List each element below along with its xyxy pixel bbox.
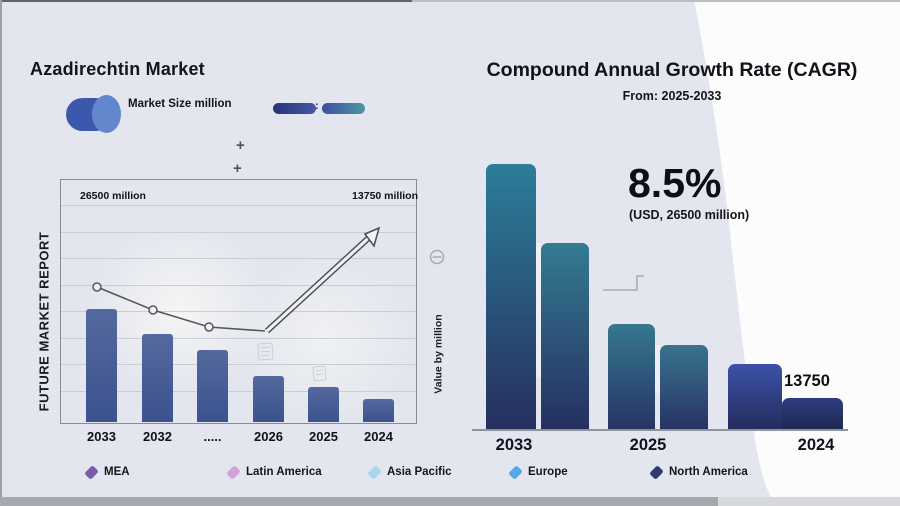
ratio-separator: : — [315, 100, 319, 112]
x-label-2026: 2026 — [254, 429, 283, 444]
plus-mark-top: + — [236, 137, 245, 154]
legend-item-asia-pacific: Asia Pacific — [367, 464, 452, 480]
ratio-pill-left — [273, 103, 316, 114]
x-label-2025: 2025 — [309, 429, 338, 444]
legend-item-europe: Europe — [508, 464, 568, 480]
gridline — [61, 232, 416, 233]
legend-label: MEA — [104, 466, 130, 478]
x-label-2033: 2033 — [87, 429, 116, 444]
trend-line — [96, 286, 266, 332]
right-panel-title: Compound Annual Growth Rate (CAGR) — [486, 59, 858, 81]
market-size-label: Market Size million — [128, 98, 232, 110]
bar-2025-1 — [608, 324, 655, 430]
bar-..... — [197, 350, 228, 422]
cagr-basis: (USD, 26500 million) — [629, 208, 750, 222]
left-chart-annotation-2033: 26500 million — [80, 190, 146, 202]
frame-bottom-strip-light — [718, 497, 900, 506]
bar-2033 — [86, 309, 117, 422]
trend-marker — [148, 305, 158, 315]
bar-2024-1 — [728, 364, 782, 430]
trend-marker — [92, 282, 102, 292]
legend-diamond-icon — [226, 464, 241, 480]
plus-mark-bottom: + — [233, 160, 242, 177]
gridline — [61, 205, 416, 206]
gridline — [61, 311, 416, 312]
frame-top-border-dark — [0, 0, 412, 2]
x-label-2024: 2024 — [797, 436, 835, 454]
frame-top-border-light — [412, 0, 900, 2]
x-label-.....: ..... — [203, 429, 222, 444]
left-chart-plot-area — [60, 179, 417, 424]
frame-left-border — [0, 0, 2, 497]
gridline — [61, 338, 416, 339]
bar-2032 — [142, 334, 173, 422]
x-label-2033: 2033 — [495, 436, 533, 454]
legend-label: Latin America — [246, 466, 322, 478]
legend-item-mea: MEA — [84, 464, 130, 480]
bar-2024 — [363, 399, 394, 422]
legend-diamond-icon — [508, 464, 523, 480]
bar-2033-1 — [486, 164, 536, 430]
bar-gap — [536, 243, 541, 378]
cylinder-icon-cap — [92, 95, 121, 133]
left-panel-title: Azadirechtin Market — [30, 59, 205, 79]
bar-2024-2 — [782, 398, 843, 430]
gridline — [61, 258, 416, 259]
frame-bottom-strip — [0, 497, 718, 506]
legend-diamond-icon — [649, 464, 664, 480]
gridline — [61, 391, 416, 392]
bar-2025-2 — [660, 345, 708, 430]
right-panel-subtitle: From: 2025-2033 — [622, 89, 722, 103]
x-label-2024: 2024 — [364, 429, 393, 444]
ratio-pill-right — [322, 103, 365, 114]
legend-label: Europe — [528, 466, 568, 478]
bar-gap — [655, 345, 660, 393]
legend-item-latin-america: Latin America — [226, 464, 322, 480]
legend-label: Asia Pacific — [387, 466, 452, 478]
legend-item-north-america: North America — [649, 464, 748, 480]
value-label-2024: 13750 — [784, 372, 830, 390]
left-chart-annotation-2024: 13750 million — [352, 190, 418, 202]
bar-2033-2 — [541, 243, 589, 430]
right-chart-baseline — [472, 429, 848, 431]
legend-label: North America — [669, 466, 748, 478]
legend-diamond-icon — [367, 464, 382, 480]
x-label-2025: 2025 — [629, 436, 667, 454]
x-label-2032: 2032 — [143, 429, 172, 444]
gridline — [61, 285, 416, 286]
trend-marker — [204, 322, 214, 332]
bar-2026 — [253, 376, 284, 422]
arrow-head — [363, 226, 381, 248]
cagr-value: 8.5% — [628, 160, 722, 206]
white-region — [694, 0, 900, 497]
bar-2025 — [308, 387, 339, 422]
legend-diamond-icon — [84, 464, 99, 480]
gridline — [61, 364, 416, 365]
